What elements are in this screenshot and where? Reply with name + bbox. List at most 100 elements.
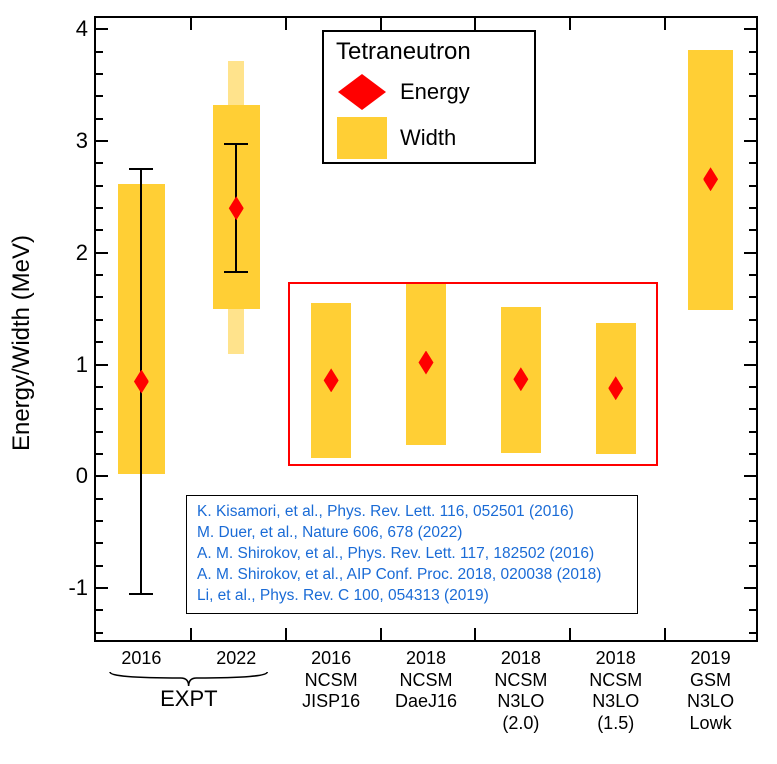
ytick-minor <box>749 386 756 388</box>
ytick-minor <box>749 73 756 75</box>
x-category-label: 2016 NCSM JISP16 <box>302 648 360 713</box>
ytick-label: -1 <box>68 575 96 601</box>
energy-marker <box>134 370 149 394</box>
ytick-minor <box>749 408 756 410</box>
legend-item: Energy <box>324 70 534 114</box>
ytick-minor <box>96 162 103 164</box>
tetraneutron-chart: -1 0 1 2 3 4 Energy/Width (MeV) K. Kisamori, et… <box>0 0 777 764</box>
ytick-minor <box>96 229 103 231</box>
legend-symbol <box>338 118 386 158</box>
xtick <box>569 628 571 640</box>
ytick-label: 3 <box>76 128 96 154</box>
ytick-minor <box>96 185 103 187</box>
ytick <box>96 587 108 589</box>
ytick <box>96 364 108 366</box>
legend-title: Tetraneutron <box>324 32 534 70</box>
ytick-label: 1 <box>76 352 96 378</box>
ytick <box>744 140 756 142</box>
x-category-label: 2018 NCSM N3LO (2.0) <box>494 648 547 734</box>
ytick <box>744 475 756 477</box>
xtick <box>569 18 571 30</box>
xtick <box>474 18 476 30</box>
legend-symbol <box>338 74 386 110</box>
energy-marker <box>703 167 718 191</box>
x-category-label: 2018 NCSM DaeJ16 <box>395 648 457 713</box>
ytick <box>96 140 108 142</box>
legend: Tetraneutron Energy Width <box>322 30 536 164</box>
ytick-minor <box>749 632 756 634</box>
reference-line: M. Duer, et al., Nature 606, 678 (2022) <box>197 523 627 544</box>
x-category-label: 2018 NCSM N3LO (1.5) <box>589 648 642 734</box>
highlight-box <box>288 282 658 466</box>
ytick-minor <box>96 408 103 410</box>
legend-item: Width <box>324 114 534 162</box>
energy-marker <box>229 196 244 220</box>
ytick <box>744 587 756 589</box>
ytick-minor <box>749 118 756 120</box>
ytick-minor <box>96 274 103 276</box>
ytick-minor <box>749 185 756 187</box>
xtick <box>380 18 382 30</box>
ytick-minor <box>96 319 103 321</box>
legend-label: Width <box>400 125 456 151</box>
ytick-minor <box>749 162 756 164</box>
ytick-minor <box>96 386 103 388</box>
ytick <box>744 28 756 30</box>
ytick <box>96 475 108 477</box>
ytick-minor <box>749 296 756 298</box>
ytick-minor <box>96 296 103 298</box>
ytick-minor <box>749 453 756 455</box>
expt-label: EXPT <box>160 686 217 712</box>
ytick-minor <box>96 542 103 544</box>
ytick-minor <box>749 498 756 500</box>
reference-line: A. M. Shirokov, et al., Phys. Rev. Lett.… <box>197 544 627 565</box>
ytick <box>744 364 756 366</box>
ytick-minor <box>96 73 103 75</box>
ytick <box>744 252 756 254</box>
ytick-minor <box>96 565 103 567</box>
ytick-minor <box>749 207 756 209</box>
reference-line: K. Kisamori, et al., Phys. Rev. Lett. 11… <box>197 502 627 523</box>
ytick-label: 4 <box>76 16 96 42</box>
ytick-minor <box>96 453 103 455</box>
ytick-minor <box>749 520 756 522</box>
x-category-label: 2019 GSM N3LO Lowk <box>687 648 734 734</box>
xtick <box>664 628 666 640</box>
legend-label: Energy <box>400 79 470 105</box>
ytick-minor <box>96 51 103 53</box>
ytick-minor <box>749 565 756 567</box>
ytick-label: 0 <box>76 463 96 489</box>
ytick-minor <box>749 431 756 433</box>
x-category-label: 2022 <box>216 648 256 670</box>
ytick-minor <box>749 274 756 276</box>
xtick <box>474 628 476 640</box>
ytick-minor <box>96 632 103 634</box>
ytick-minor <box>749 95 756 97</box>
ytick-minor <box>96 118 103 120</box>
ytick-label: 2 <box>76 240 96 266</box>
ytick-minor <box>96 95 103 97</box>
ytick-minor <box>96 609 103 611</box>
xtick <box>664 18 666 30</box>
ytick-minor <box>96 207 103 209</box>
ytick <box>96 252 108 254</box>
ytick-minor <box>749 319 756 321</box>
ytick-minor <box>749 542 756 544</box>
xtick <box>190 18 192 30</box>
ytick-minor <box>96 520 103 522</box>
ytick <box>96 28 108 30</box>
xtick <box>285 18 287 30</box>
ytick-minor <box>749 609 756 611</box>
xtick <box>285 628 287 640</box>
y-axis-label: Energy/Width (MeV) <box>8 235 36 451</box>
x-category-label: 2016 <box>121 648 161 670</box>
ytick-minor <box>96 341 103 343</box>
ytick-minor <box>96 498 103 500</box>
ytick-minor <box>749 341 756 343</box>
ytick-minor <box>749 51 756 53</box>
reference-line: Li, et al., Phys. Rev. C 100, 054313 (20… <box>197 586 627 607</box>
xtick <box>190 628 192 640</box>
ytick-minor <box>96 431 103 433</box>
ytick-minor <box>749 229 756 231</box>
references-box: K. Kisamori, et al., Phys. Rev. Lett. 11… <box>186 495 638 614</box>
